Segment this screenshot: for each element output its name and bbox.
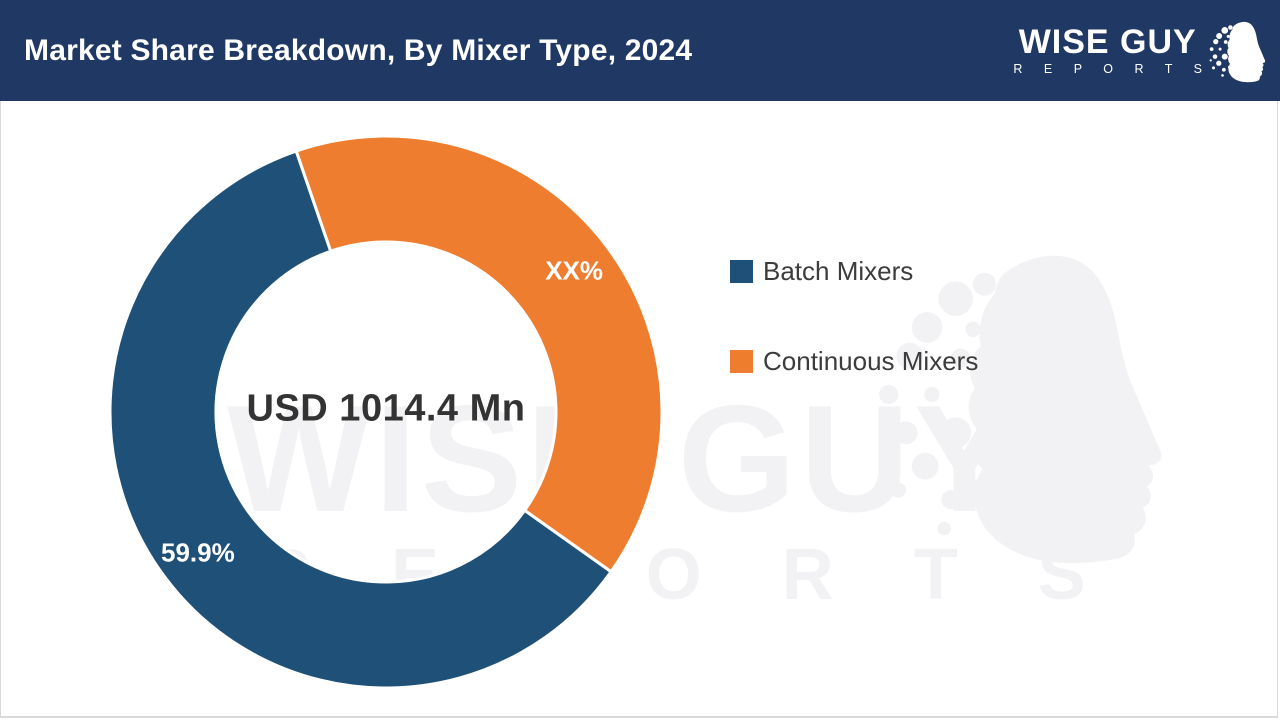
legend-swatch-batch-mixers bbox=[730, 259, 753, 283]
slice-label-continuous-mixers: XX% bbox=[545, 255, 604, 286]
legend-label: Continuous Mixers bbox=[763, 345, 979, 376]
page-title: Market Share Breakdown, By Mixer Type, 2… bbox=[24, 33, 693, 67]
legend-label: Batch Mixers bbox=[763, 255, 914, 286]
donut-slice-batch-mixers bbox=[108, 149, 613, 690]
slice-label-batch-mixers: 59.9% bbox=[161, 537, 235, 568]
header-bar: Market Share Breakdown, By Mixer Type, 2… bbox=[0, 0, 1280, 101]
brand-logo: WISE GUY R E P O R T S bbox=[1013, 14, 1268, 88]
donut-center-value: USD 1014.4 Mn bbox=[246, 387, 526, 430]
brand-name: WISE GUY bbox=[1018, 23, 1197, 62]
face-profile-icon bbox=[1209, 21, 1266, 82]
legend-item-continuous-mixers: Continuous Mixers bbox=[730, 346, 978, 376]
legend-swatch-continuous-mixers bbox=[730, 349, 753, 373]
legend-item-batch-mixers: Batch Mixers bbox=[730, 256, 913, 286]
brand-sub: R E P O R T S bbox=[1013, 62, 1211, 77]
donut-slice-continuous-mixers bbox=[294, 134, 664, 574]
brand-logo-text: WISE GUY R E P O R T S bbox=[1013, 25, 1202, 76]
